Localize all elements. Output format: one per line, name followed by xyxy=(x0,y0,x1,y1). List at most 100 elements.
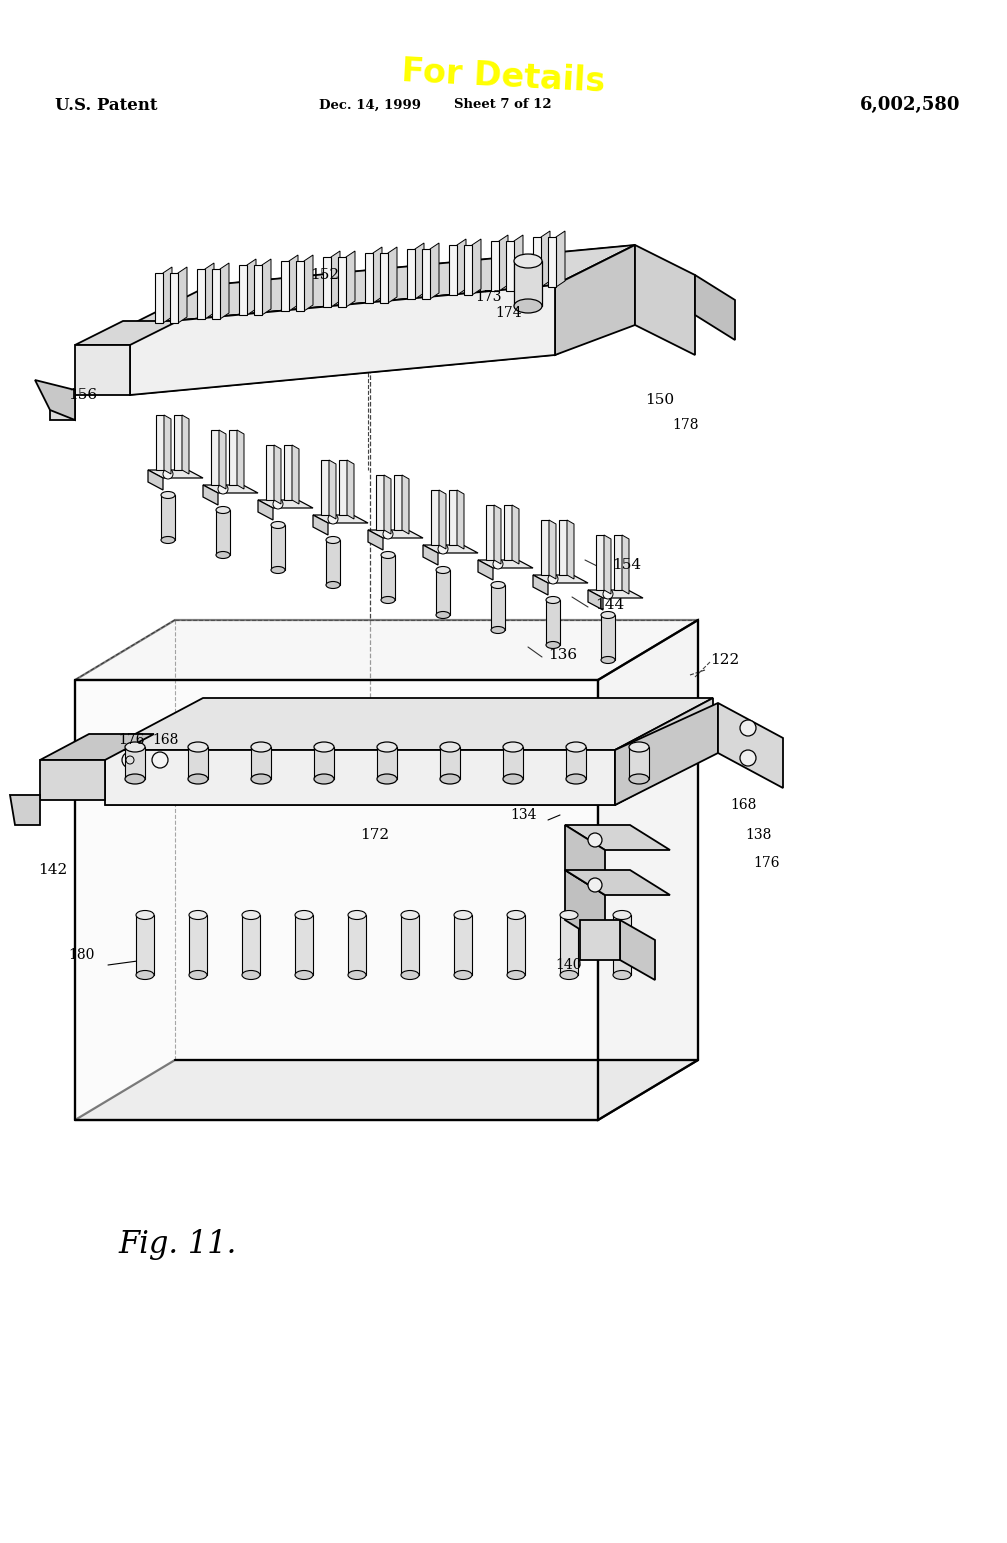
Ellipse shape xyxy=(601,611,615,619)
Polygon shape xyxy=(40,761,105,799)
Ellipse shape xyxy=(295,910,313,920)
Polygon shape xyxy=(580,920,620,960)
Polygon shape xyxy=(346,252,355,307)
Polygon shape xyxy=(189,915,207,975)
Polygon shape xyxy=(338,258,346,307)
Text: 122: 122 xyxy=(710,653,739,667)
Polygon shape xyxy=(449,245,457,295)
Polygon shape xyxy=(388,247,397,302)
Polygon shape xyxy=(478,560,493,580)
Ellipse shape xyxy=(377,775,397,784)
Circle shape xyxy=(548,574,558,583)
Polygon shape xyxy=(566,747,586,779)
Ellipse shape xyxy=(125,742,145,751)
Text: 180: 180 xyxy=(68,947,95,961)
Circle shape xyxy=(588,878,602,892)
Circle shape xyxy=(493,559,504,569)
Polygon shape xyxy=(148,471,203,478)
Ellipse shape xyxy=(514,255,542,268)
Ellipse shape xyxy=(251,742,271,751)
Polygon shape xyxy=(514,235,523,292)
Polygon shape xyxy=(423,545,478,552)
Polygon shape xyxy=(629,747,649,779)
Ellipse shape xyxy=(161,537,175,543)
Polygon shape xyxy=(596,535,604,589)
Polygon shape xyxy=(130,245,635,326)
Polygon shape xyxy=(210,245,635,355)
Polygon shape xyxy=(347,460,354,518)
Polygon shape xyxy=(220,262,229,319)
Ellipse shape xyxy=(491,582,505,588)
Polygon shape xyxy=(431,491,439,545)
Polygon shape xyxy=(559,520,567,576)
Ellipse shape xyxy=(251,775,271,784)
Polygon shape xyxy=(555,245,635,355)
Ellipse shape xyxy=(381,597,395,603)
Circle shape xyxy=(218,485,228,494)
Polygon shape xyxy=(464,245,472,295)
Polygon shape xyxy=(258,500,273,520)
Ellipse shape xyxy=(314,742,334,751)
Ellipse shape xyxy=(381,551,395,559)
Polygon shape xyxy=(601,616,615,660)
Polygon shape xyxy=(197,268,205,319)
Polygon shape xyxy=(40,734,154,761)
Polygon shape xyxy=(296,261,304,312)
Polygon shape xyxy=(560,915,578,975)
Polygon shape xyxy=(215,511,230,555)
Polygon shape xyxy=(178,267,187,322)
Ellipse shape xyxy=(125,775,145,784)
Text: U.S. Patent: U.S. Patent xyxy=(55,97,157,114)
Circle shape xyxy=(273,498,283,509)
Polygon shape xyxy=(321,460,329,515)
Polygon shape xyxy=(615,697,713,805)
Polygon shape xyxy=(454,915,472,975)
Ellipse shape xyxy=(629,775,649,784)
Text: 176: 176 xyxy=(118,733,144,747)
Ellipse shape xyxy=(504,775,523,784)
Polygon shape xyxy=(239,265,247,315)
Ellipse shape xyxy=(215,551,230,559)
Ellipse shape xyxy=(401,910,419,920)
Polygon shape xyxy=(507,915,525,975)
Ellipse shape xyxy=(189,971,207,980)
Circle shape xyxy=(126,756,134,764)
Polygon shape xyxy=(695,275,735,339)
Text: 140: 140 xyxy=(555,958,581,972)
Ellipse shape xyxy=(348,971,366,980)
Ellipse shape xyxy=(566,775,586,784)
Text: 172: 172 xyxy=(359,829,389,842)
Text: Sheet 7 of 12: Sheet 7 of 12 xyxy=(454,99,552,111)
Text: 168: 168 xyxy=(730,798,756,812)
Ellipse shape xyxy=(514,299,542,313)
Polygon shape xyxy=(219,430,226,489)
Polygon shape xyxy=(588,589,603,609)
Polygon shape xyxy=(565,826,670,850)
Text: 176: 176 xyxy=(753,856,779,870)
Polygon shape xyxy=(384,475,391,534)
Text: 173: 173 xyxy=(475,290,501,304)
Circle shape xyxy=(383,529,393,539)
Ellipse shape xyxy=(161,492,175,498)
Polygon shape xyxy=(136,915,154,975)
Circle shape xyxy=(152,751,168,768)
Ellipse shape xyxy=(377,742,397,751)
Text: 138: 138 xyxy=(745,829,771,842)
Polygon shape xyxy=(348,915,366,975)
Polygon shape xyxy=(478,560,533,568)
Ellipse shape xyxy=(613,971,631,980)
Polygon shape xyxy=(105,753,713,805)
Polygon shape xyxy=(504,747,523,779)
Polygon shape xyxy=(170,273,178,322)
Polygon shape xyxy=(314,747,334,779)
Text: TAP HERE: TAP HERE xyxy=(466,34,540,52)
Polygon shape xyxy=(292,444,299,505)
Circle shape xyxy=(438,545,448,554)
Circle shape xyxy=(740,721,756,736)
Polygon shape xyxy=(614,535,622,589)
Polygon shape xyxy=(377,747,397,779)
Polygon shape xyxy=(203,485,218,505)
Ellipse shape xyxy=(242,910,260,920)
Polygon shape xyxy=(331,252,340,307)
Polygon shape xyxy=(368,529,423,539)
